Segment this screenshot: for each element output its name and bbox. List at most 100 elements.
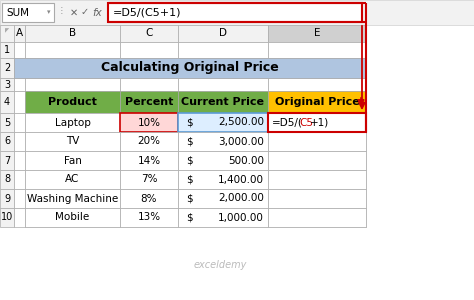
Bar (120, 132, 178, 151)
Bar (108, 3, 362, 22)
Bar (14, 58, 366, 78)
Bar (178, 91, 268, 113)
Text: +1): +1) (310, 118, 329, 128)
Text: $: $ (186, 155, 192, 166)
Bar (25, 170, 120, 189)
Text: 13%: 13% (137, 212, 161, 223)
Bar (25, 151, 120, 170)
Text: Fan: Fan (64, 155, 82, 166)
Text: Washing Machine: Washing Machine (27, 194, 118, 203)
Bar (25, 91, 120, 113)
Bar (120, 151, 178, 170)
Bar (120, 151, 178, 170)
Bar (25, 132, 120, 151)
Text: $: $ (186, 194, 192, 203)
Bar (14, 91, 25, 113)
Bar (14, 58, 25, 78)
Text: 500.00: 500.00 (228, 155, 264, 166)
Bar (178, 208, 268, 227)
Text: Product: Product (48, 97, 97, 107)
Bar (120, 170, 178, 189)
Text: $: $ (186, 118, 192, 128)
Bar (120, 91, 178, 113)
Bar (268, 132, 366, 151)
Bar (178, 132, 268, 151)
Text: ✕: ✕ (70, 8, 78, 17)
Bar (25, 42, 120, 58)
Text: Original Price: Original Price (274, 97, 359, 107)
Bar (268, 189, 366, 208)
Bar (178, 25, 268, 42)
Bar (14, 113, 25, 132)
Bar (25, 170, 120, 189)
Bar (25, 25, 120, 42)
Bar (178, 42, 268, 58)
Bar (120, 170, 178, 189)
Text: 1,000.00: 1,000.00 (218, 212, 264, 223)
Text: B: B (69, 28, 76, 38)
Text: ◤: ◤ (5, 28, 9, 33)
Text: $: $ (186, 212, 192, 223)
Bar (268, 208, 366, 227)
Text: 20%: 20% (137, 136, 161, 146)
Bar (14, 151, 25, 170)
Text: A: A (16, 28, 23, 38)
Bar (0, 91, 14, 113)
Bar (120, 25, 178, 42)
Bar (0, 78, 14, 91)
Text: Calculating Original Price: Calculating Original Price (101, 61, 279, 74)
Bar (268, 151, 366, 170)
Bar (25, 189, 120, 208)
Text: 8%: 8% (141, 194, 157, 203)
Bar (268, 151, 366, 170)
Bar (0, 170, 14, 189)
Bar (268, 113, 366, 132)
Bar (0, 208, 14, 227)
Bar (120, 42, 178, 58)
Bar (268, 113, 366, 132)
Bar (25, 208, 120, 227)
Bar (268, 91, 366, 113)
Text: fx: fx (92, 8, 102, 17)
Text: 3: 3 (4, 80, 10, 89)
Text: 1: 1 (4, 45, 10, 55)
Text: 1,400.00: 1,400.00 (218, 175, 264, 184)
Text: 3,000.00: 3,000.00 (218, 136, 264, 146)
Bar (120, 189, 178, 208)
Bar (120, 189, 178, 208)
Bar (268, 189, 366, 208)
Text: SUM: SUM (6, 8, 29, 17)
Text: 10%: 10% (137, 118, 161, 128)
Text: ▾: ▾ (47, 10, 51, 16)
Text: =D5/(C5+1): =D5/(C5+1) (113, 8, 182, 17)
Bar (25, 132, 120, 151)
Bar (25, 113, 120, 132)
Text: 7%: 7% (141, 175, 157, 184)
Text: Mobile: Mobile (55, 212, 90, 223)
Bar (2, 3, 54, 22)
Bar (178, 78, 268, 91)
Bar (0, 132, 14, 151)
Bar (268, 170, 366, 189)
Bar (120, 132, 178, 151)
Bar (120, 208, 178, 227)
Bar (178, 189, 268, 208)
Text: 4: 4 (4, 97, 10, 107)
Bar (120, 208, 178, 227)
Bar (178, 189, 268, 208)
Text: 8: 8 (4, 175, 10, 184)
Bar (120, 78, 178, 91)
Bar (178, 91, 268, 113)
Text: $: $ (186, 175, 192, 184)
Bar (25, 151, 120, 170)
Text: 14%: 14% (137, 155, 161, 166)
Bar (178, 132, 268, 151)
Bar (178, 151, 268, 170)
Text: C5: C5 (299, 118, 313, 128)
Text: 5: 5 (4, 118, 10, 128)
Bar (268, 208, 366, 227)
Bar (268, 78, 366, 91)
Text: D: D (219, 28, 227, 38)
Text: TV: TV (66, 136, 79, 146)
Bar (14, 25, 25, 42)
